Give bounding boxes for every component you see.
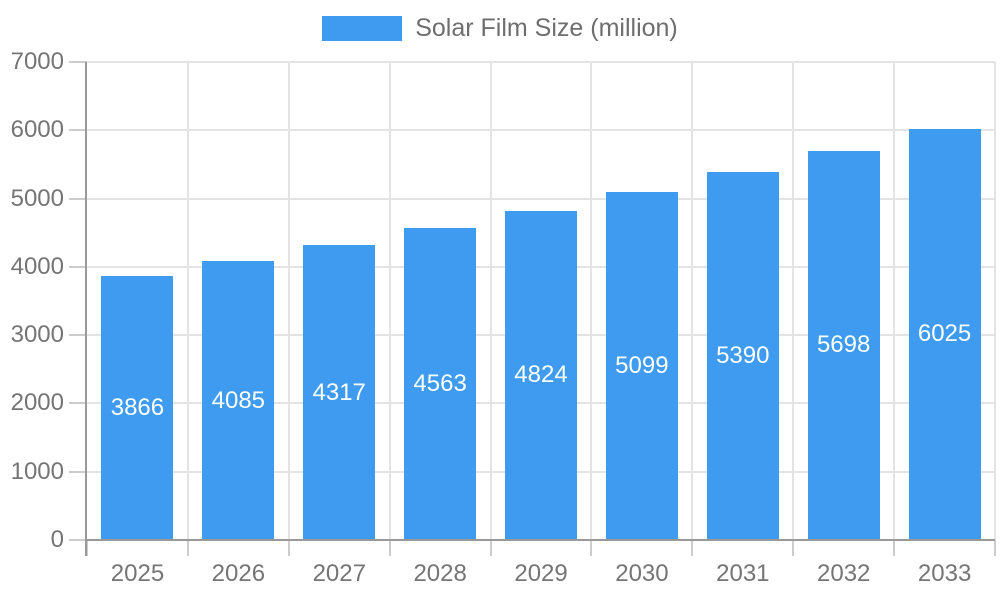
x-axis-label: 2030 — [615, 560, 669, 587]
y-axis-tick — [69, 470, 87, 473]
bar-value-label: 5698 — [816, 331, 871, 359]
bar-value-label: 6025 — [917, 320, 972, 348]
gridline-vertical — [590, 62, 593, 540]
gridline-vertical — [994, 62, 996, 540]
gridline-horizontal — [87, 61, 995, 63]
bar-value-label: 5390 — [716, 341, 770, 369]
bar[interactable]: 4824 — [505, 210, 577, 540]
x-axis-label: 2031 — [716, 560, 770, 587]
bar-value-label: 4563 — [413, 370, 467, 398]
x-axis-label: 2029 — [514, 560, 568, 587]
y-axis-label: 3000 — [10, 321, 64, 349]
bar[interactable]: 4317 — [303, 245, 376, 540]
bar[interactable]: 3866 — [101, 276, 174, 540]
bar[interactable]: 4563 — [404, 228, 477, 540]
bar[interactable]: 5390 — [706, 171, 779, 540]
gridline-vertical — [388, 62, 391, 540]
y-axis-label: 1000 — [10, 457, 64, 485]
y-axis-tick — [69, 61, 87, 63]
bar-value-label: 4824 — [514, 361, 568, 389]
bar-value-label: 4317 — [312, 378, 366, 406]
x-axis-label: 2033 — [917, 560, 972, 587]
y-axis-label: 0 — [50, 526, 64, 553]
y-axis-tick — [69, 265, 87, 268]
gridline-horizontal — [87, 197, 995, 200]
x-axis-tick — [893, 540, 896, 556]
bar[interactable]: 5698 — [807, 150, 880, 540]
gridline-horizontal — [87, 129, 995, 132]
x-axis-label: 2025 — [110, 560, 165, 587]
x-axis-tick — [388, 540, 391, 556]
y-axis-tick — [69, 197, 87, 200]
gridline-vertical — [893, 62, 896, 540]
x-axis-label: 2027 — [312, 560, 366, 587]
x-axis-label: 2026 — [211, 560, 266, 587]
legend-swatch-icon — [322, 16, 403, 41]
x-axis-tick — [792, 540, 795, 556]
y-axis-tick — [69, 402, 87, 405]
gridline-vertical — [489, 62, 492, 540]
gridline-vertical — [287, 62, 290, 540]
y-axis-tick — [69, 334, 87, 337]
bar-value-label: 5099 — [615, 351, 669, 379]
bar-value-label: 4085 — [211, 386, 266, 414]
gridline-vertical — [691, 62, 694, 540]
x-axis-label: 2028 — [413, 560, 467, 587]
legend[interactable]: Solar Film Size (million) — [0, 14, 1000, 43]
bar-value-label: 3866 — [110, 393, 165, 421]
x-axis-tick — [691, 540, 694, 556]
bar[interactable]: 5099 — [605, 191, 678, 540]
y-axis-label: 5000 — [10, 184, 64, 212]
y-axis-label: 2000 — [10, 389, 64, 417]
x-axis-tick — [590, 540, 593, 556]
bar[interactable]: 4085 — [202, 261, 275, 540]
y-axis-line — [85, 62, 87, 556]
x-axis-tick — [287, 540, 290, 556]
y-axis-label: 6000 — [10, 116, 64, 144]
gridline-vertical — [792, 62, 795, 540]
bar[interactable]: 6025 — [908, 128, 981, 540]
x-axis-tick — [489, 540, 492, 556]
y-axis-tick — [69, 129, 87, 132]
x-axis-tick — [186, 540, 189, 556]
y-axis-label: 4000 — [10, 252, 64, 280]
x-axis-line — [85, 539, 995, 541]
y-axis-tick — [69, 539, 87, 541]
x-axis-label: 2032 — [817, 560, 871, 587]
y-axis-label: 7000 — [10, 48, 64, 75]
x-axis-tick — [994, 540, 996, 556]
x-axis-tick — [86, 540, 88, 556]
gridline-vertical — [186, 62, 189, 540]
legend-label: Solar Film Size (million) — [415, 14, 678, 42]
